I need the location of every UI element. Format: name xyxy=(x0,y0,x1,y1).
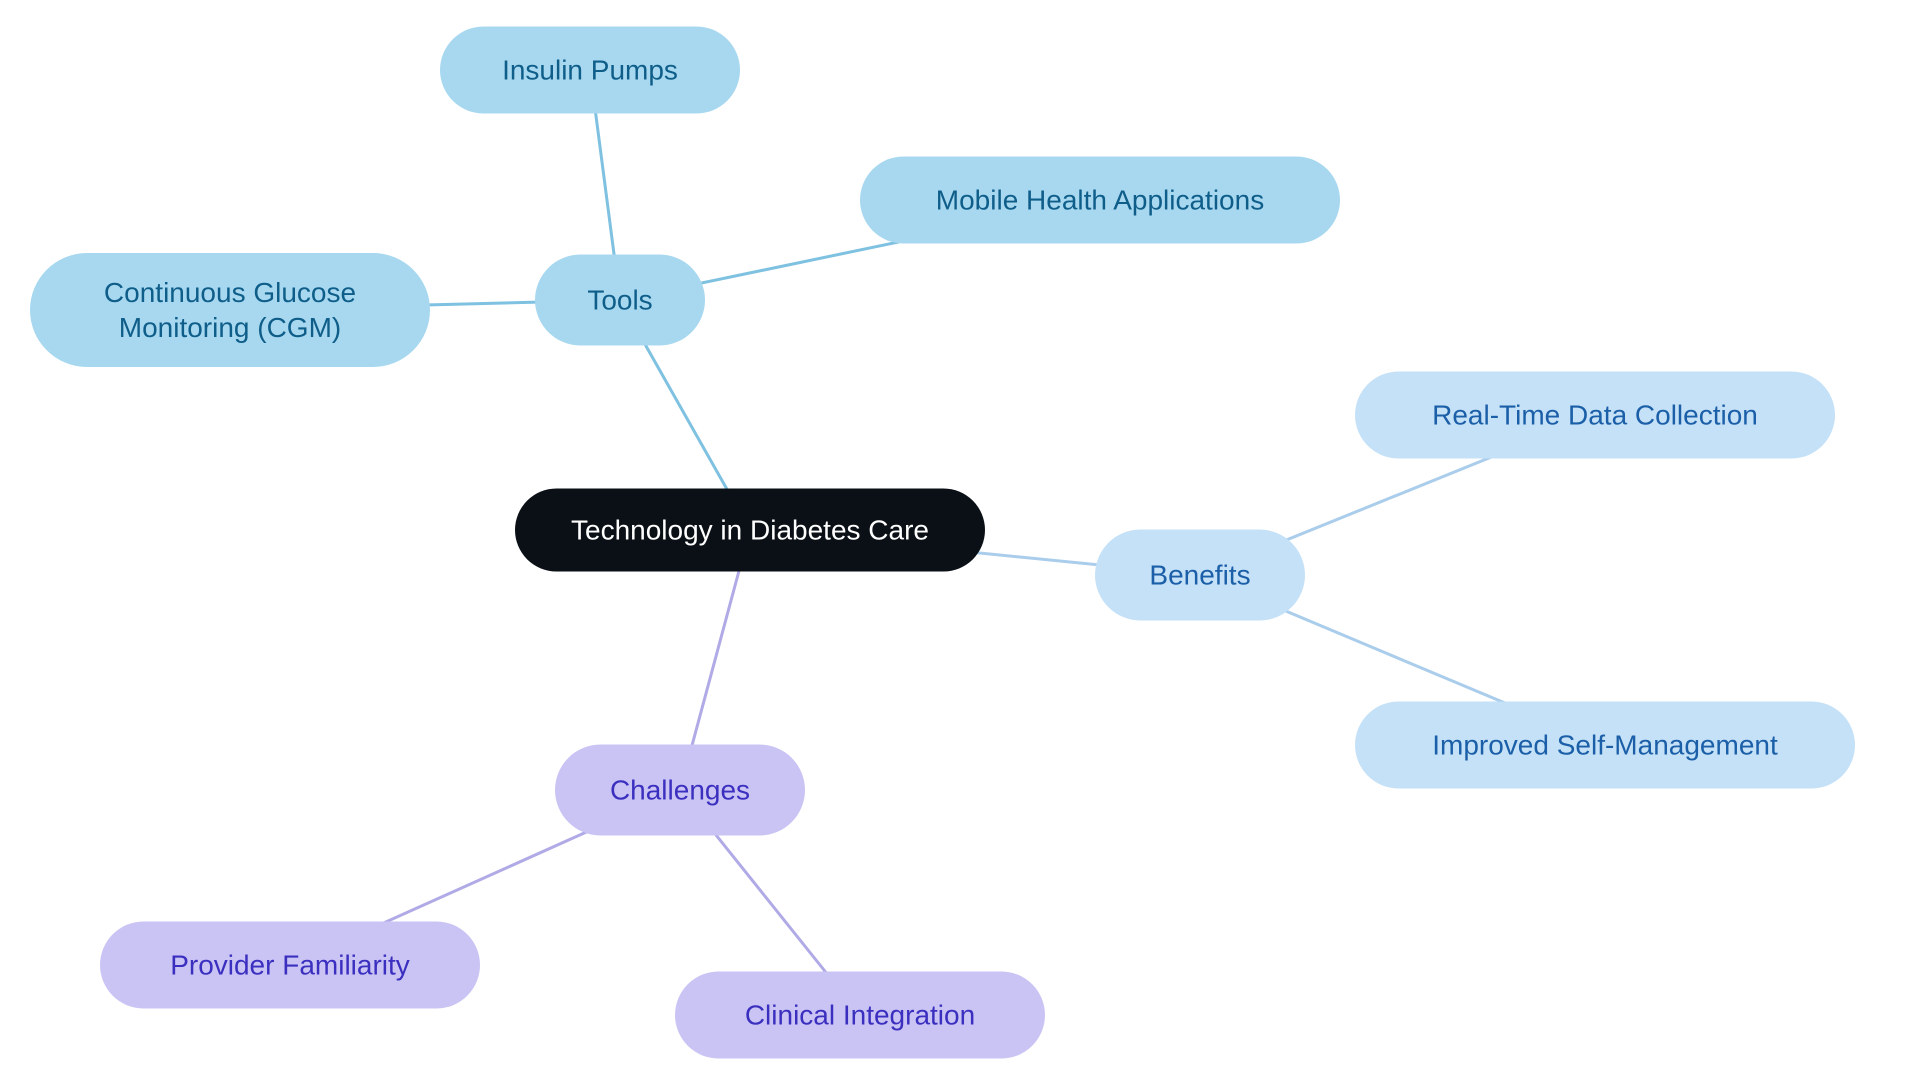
node-benefits: Benefits xyxy=(1095,530,1305,621)
node-root: Technology in Diabetes Care xyxy=(515,489,985,572)
node-realtime: Real-Time Data Collection xyxy=(1355,372,1835,459)
node-clinical: Clinical Integration xyxy=(675,972,1045,1059)
node-mobile: Mobile Health Applications xyxy=(860,157,1340,244)
node-challenges: Challenges xyxy=(555,745,805,836)
node-insulin: Insulin Pumps xyxy=(440,27,740,114)
node-tools: Tools xyxy=(535,255,705,346)
node-cgm: Continuous Glucose Monitoring (CGM) xyxy=(30,253,430,367)
node-selfmgmt: Improved Self-Management xyxy=(1355,702,1855,789)
mindmap-canvas: Technology in Diabetes Care Tools Insulin … xyxy=(0,0,1920,1083)
node-provider: Provider Familiarity xyxy=(100,922,480,1009)
